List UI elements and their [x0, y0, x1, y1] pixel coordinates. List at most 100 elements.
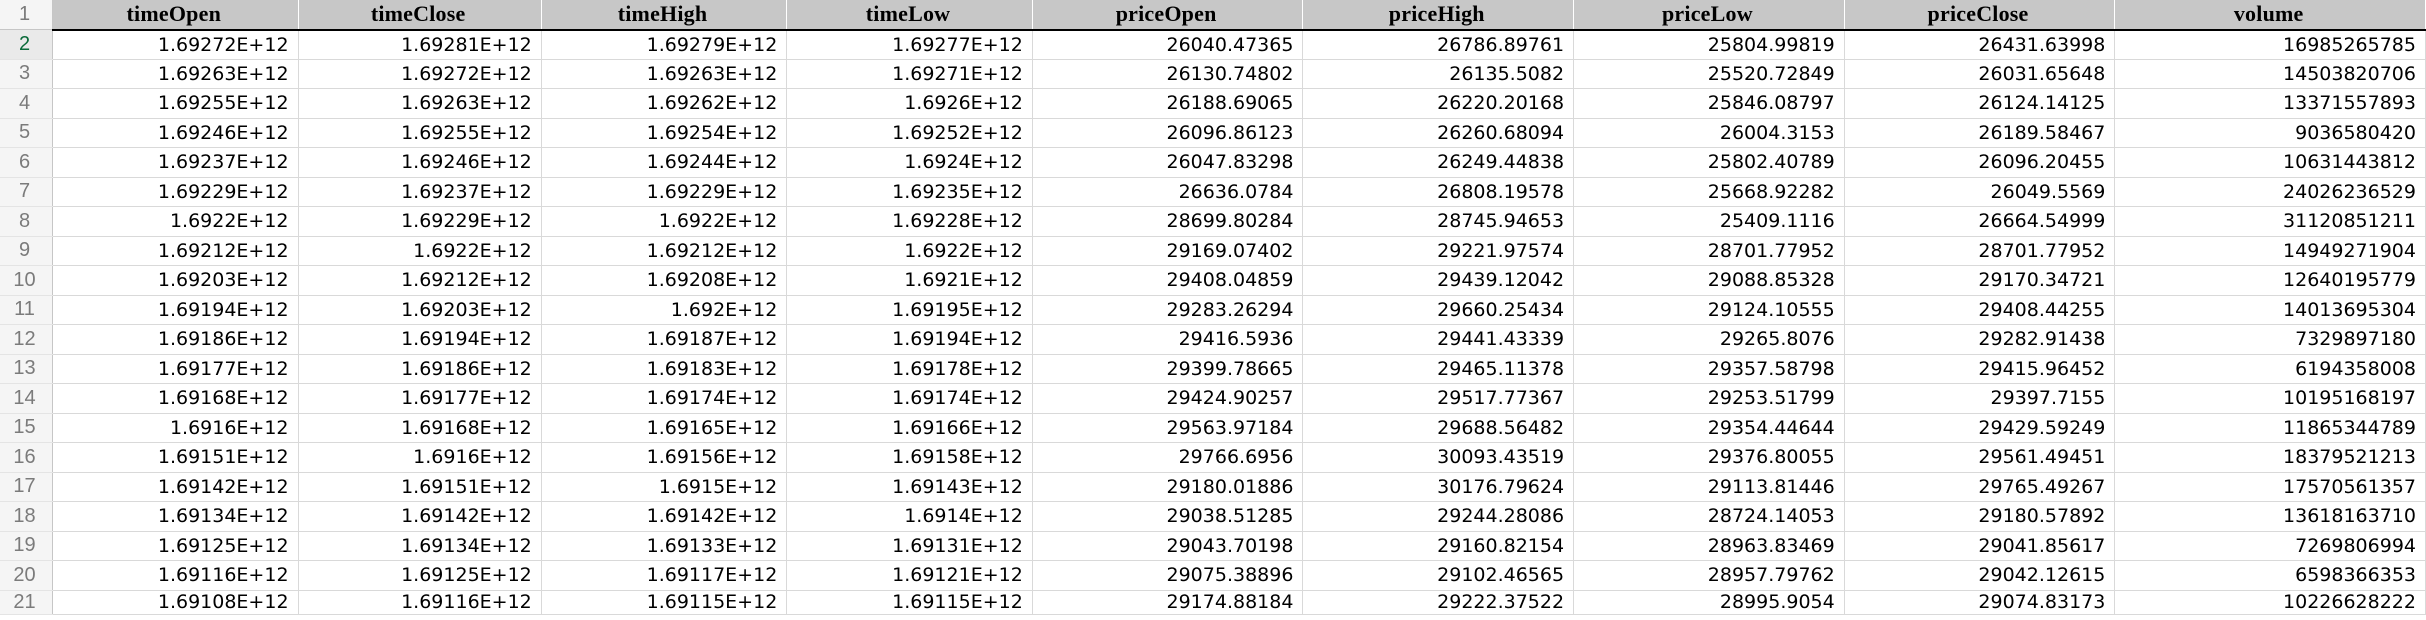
cell-timeHigh-4[interactable]: 1.69262E+12	[541, 88, 788, 119]
table-row[interactable]: 5 1.69246E+12 1.69255E+12 1.69254E+12 1.6925…	[0, 118, 2426, 148]
cell-volume-17[interactable]: 17570561357	[2114, 472, 2426, 502]
cell-timeLow-21[interactable]: 1.69115E+12	[786, 590, 1033, 615]
cell-volume-14[interactable]: 10195168197	[2114, 383, 2426, 414]
cell-priceOpen-9[interactable]: 29169.07402	[1032, 236, 1304, 266]
cell-timeOpen-2[interactable]: 1.69272E+12	[52, 29, 299, 60]
cell-timeLow-7[interactable]: 1.69235E+12	[786, 177, 1033, 207]
cell-priceHigh-5[interactable]: 26260.68094	[1302, 118, 1575, 148]
cell-volume-9[interactable]: 14949271904	[2114, 236, 2426, 266]
cell-timeOpen-6[interactable]: 1.69237E+12	[52, 147, 299, 178]
cell-priceClose-15[interactable]: 29429.59249	[1844, 413, 2116, 443]
cell-priceClose-14[interactable]: 29397.7155	[1844, 383, 2116, 414]
table-row[interactable]: 4 1.69255E+12 1.69263E+12 1.69262E+12 1.6926…	[0, 88, 2426, 119]
cell-priceHigh-11[interactable]: 29660.25434	[1302, 295, 1575, 325]
row-number-3[interactable]: 3	[0, 59, 54, 89]
table-row[interactable]: 6 1.69237E+12 1.69246E+12 1.69244E+12 1.6924…	[0, 147, 2426, 178]
cell-priceLow-10[interactable]: 29088.85328	[1573, 265, 1845, 296]
cell-volume-16[interactable]: 18379521213	[2114, 442, 2426, 473]
row-number-13[interactable]: 13	[0, 354, 54, 384]
row-number-2[interactable]: 2	[0, 29, 54, 60]
cell-volume-5[interactable]: 9036580420	[2114, 118, 2426, 148]
cell-priceHigh-13[interactable]: 29465.11378	[1302, 354, 1575, 384]
cell-timeOpen-18[interactable]: 1.69134E+12	[52, 501, 299, 532]
cell-priceLow-18[interactable]: 28724.14053	[1573, 501, 1845, 532]
cell-timeLow-19[interactable]: 1.69131E+12	[786, 531, 1033, 561]
cell-timeClose-3[interactable]: 1.69272E+12	[298, 59, 542, 89]
table-row[interactable]: 2 1.69272E+12 1.69281E+12 1.69279E+12 1.6927…	[0, 29, 2426, 60]
cell-priceClose-10[interactable]: 29170.34721	[1844, 265, 2116, 296]
cell-timeHigh-13[interactable]: 1.69183E+12	[541, 354, 788, 384]
cell-timeClose-5[interactable]: 1.69255E+12	[298, 118, 542, 148]
cell-priceHigh-8[interactable]: 28745.94653	[1302, 206, 1575, 237]
cell-priceOpen-10[interactable]: 29408.04859	[1032, 265, 1304, 296]
cell-timeOpen-13[interactable]: 1.69177E+12	[52, 354, 299, 384]
column-header-timelow[interactable]: timeLow	[786, 0, 1033, 31]
cell-timeOpen-14[interactable]: 1.69168E+12	[52, 383, 299, 414]
cell-timeHigh-15[interactable]: 1.69165E+12	[541, 413, 788, 443]
cell-timeClose-4[interactable]: 1.69263E+12	[298, 88, 542, 119]
cell-priceLow-21[interactable]: 28995.9054	[1573, 590, 1845, 615]
cell-timeClose-8[interactable]: 1.69229E+12	[298, 206, 542, 237]
cell-timeHigh-8[interactable]: 1.6922E+12	[541, 206, 788, 237]
cell-priceClose-19[interactable]: 29041.85617	[1844, 531, 2116, 561]
row-number-18[interactable]: 18	[0, 501, 54, 532]
cell-timeClose-13[interactable]: 1.69186E+12	[298, 354, 542, 384]
table-row[interactable]: 20 1.69116E+12 1.69125E+12 1.69117E+12 1.691…	[0, 560, 2426, 591]
row-number-21[interactable]: 21	[0, 590, 54, 615]
table-row[interactable]: 14 1.69168E+12 1.69177E+12 1.69174E+12 1.691…	[0, 383, 2426, 414]
row-number-16[interactable]: 16	[0, 442, 54, 473]
cell-priceHigh-2[interactable]: 26786.89761	[1302, 29, 1575, 60]
column-header-timeopen[interactable]: timeOpen	[52, 0, 299, 31]
cell-timeHigh-12[interactable]: 1.69187E+12	[541, 324, 788, 355]
table-row[interactable]: 21 1.69108E+12 1.69116E+12 1.69115E+12 1.691…	[0, 590, 2426, 615]
cell-priceOpen-17[interactable]: 29180.01886	[1032, 472, 1304, 502]
cell-timeLow-11[interactable]: 1.69195E+12	[786, 295, 1033, 325]
cell-priceHigh-6[interactable]: 26249.44838	[1302, 147, 1575, 178]
cell-timeLow-5[interactable]: 1.69252E+12	[786, 118, 1033, 148]
cell-timeClose-6[interactable]: 1.69246E+12	[298, 147, 542, 178]
cell-timeHigh-14[interactable]: 1.69174E+12	[541, 383, 788, 414]
cell-priceOpen-6[interactable]: 26047.83298	[1032, 147, 1304, 178]
cell-timeOpen-5[interactable]: 1.69246E+12	[52, 118, 299, 148]
table-row[interactable]: 19 1.69125E+12 1.69134E+12 1.69133E+12 1.691…	[0, 531, 2426, 561]
cell-priceLow-9[interactable]: 28701.77952	[1573, 236, 1845, 266]
cell-timeOpen-11[interactable]: 1.69194E+12	[52, 295, 299, 325]
cell-priceOpen-21[interactable]: 29174.88184	[1032, 590, 1304, 615]
cell-timeLow-9[interactable]: 1.6922E+12	[786, 236, 1033, 266]
column-header-pricelow[interactable]: priceLow	[1573, 0, 1845, 31]
cell-timeOpen-9[interactable]: 1.69212E+12	[52, 236, 299, 266]
cell-priceHigh-9[interactable]: 29221.97574	[1302, 236, 1575, 266]
cell-timeClose-2[interactable]: 1.69281E+12	[298, 29, 542, 60]
cell-priceOpen-12[interactable]: 29416.5936	[1032, 324, 1304, 355]
column-header-volume[interactable]: volume	[2114, 0, 2426, 31]
cell-priceOpen-8[interactable]: 28699.80284	[1032, 206, 1304, 237]
cell-timeLow-18[interactable]: 1.6914E+12	[786, 501, 1033, 532]
cell-priceHigh-19[interactable]: 29160.82154	[1302, 531, 1575, 561]
row-number-10[interactable]: 10	[0, 265, 54, 296]
cell-priceClose-9[interactable]: 28701.77952	[1844, 236, 2116, 266]
cell-timeClose-15[interactable]: 1.69168E+12	[298, 413, 542, 443]
table-row[interactable]: 18 1.69134E+12 1.69142E+12 1.69142E+12 1.691…	[0, 501, 2426, 532]
cell-timeLow-15[interactable]: 1.69166E+12	[786, 413, 1033, 443]
row-number-11[interactable]: 11	[0, 295, 54, 325]
cell-volume-15[interactable]: 11865344789	[2114, 413, 2426, 443]
cell-priceClose-12[interactable]: 29282.91438	[1844, 324, 2116, 355]
cell-timeHigh-7[interactable]: 1.69229E+12	[541, 177, 788, 207]
cell-priceOpen-18[interactable]: 29038.51285	[1032, 501, 1304, 532]
cell-priceHigh-14[interactable]: 29517.77367	[1302, 383, 1575, 414]
cell-priceHigh-15[interactable]: 29688.56482	[1302, 413, 1575, 443]
row-number-12[interactable]: 12	[0, 324, 54, 355]
cell-timeClose-11[interactable]: 1.69203E+12	[298, 295, 542, 325]
cell-priceLow-17[interactable]: 29113.81446	[1573, 472, 1845, 502]
cell-priceClose-11[interactable]: 29408.44255	[1844, 295, 2116, 325]
column-header-timeclose[interactable]: timeClose	[298, 0, 542, 31]
cell-volume-18[interactable]: 13618163710	[2114, 501, 2426, 532]
cell-priceOpen-7[interactable]: 26636.0784	[1032, 177, 1304, 207]
cell-timeClose-12[interactable]: 1.69194E+12	[298, 324, 542, 355]
row-number-15[interactable]: 15	[0, 413, 54, 443]
cell-timeOpen-3[interactable]: 1.69263E+12	[52, 59, 299, 89]
cell-priceOpen-13[interactable]: 29399.78665	[1032, 354, 1304, 384]
cell-timeHigh-20[interactable]: 1.69117E+12	[541, 560, 788, 591]
cell-priceClose-16[interactable]: 29561.49451	[1844, 442, 2116, 473]
